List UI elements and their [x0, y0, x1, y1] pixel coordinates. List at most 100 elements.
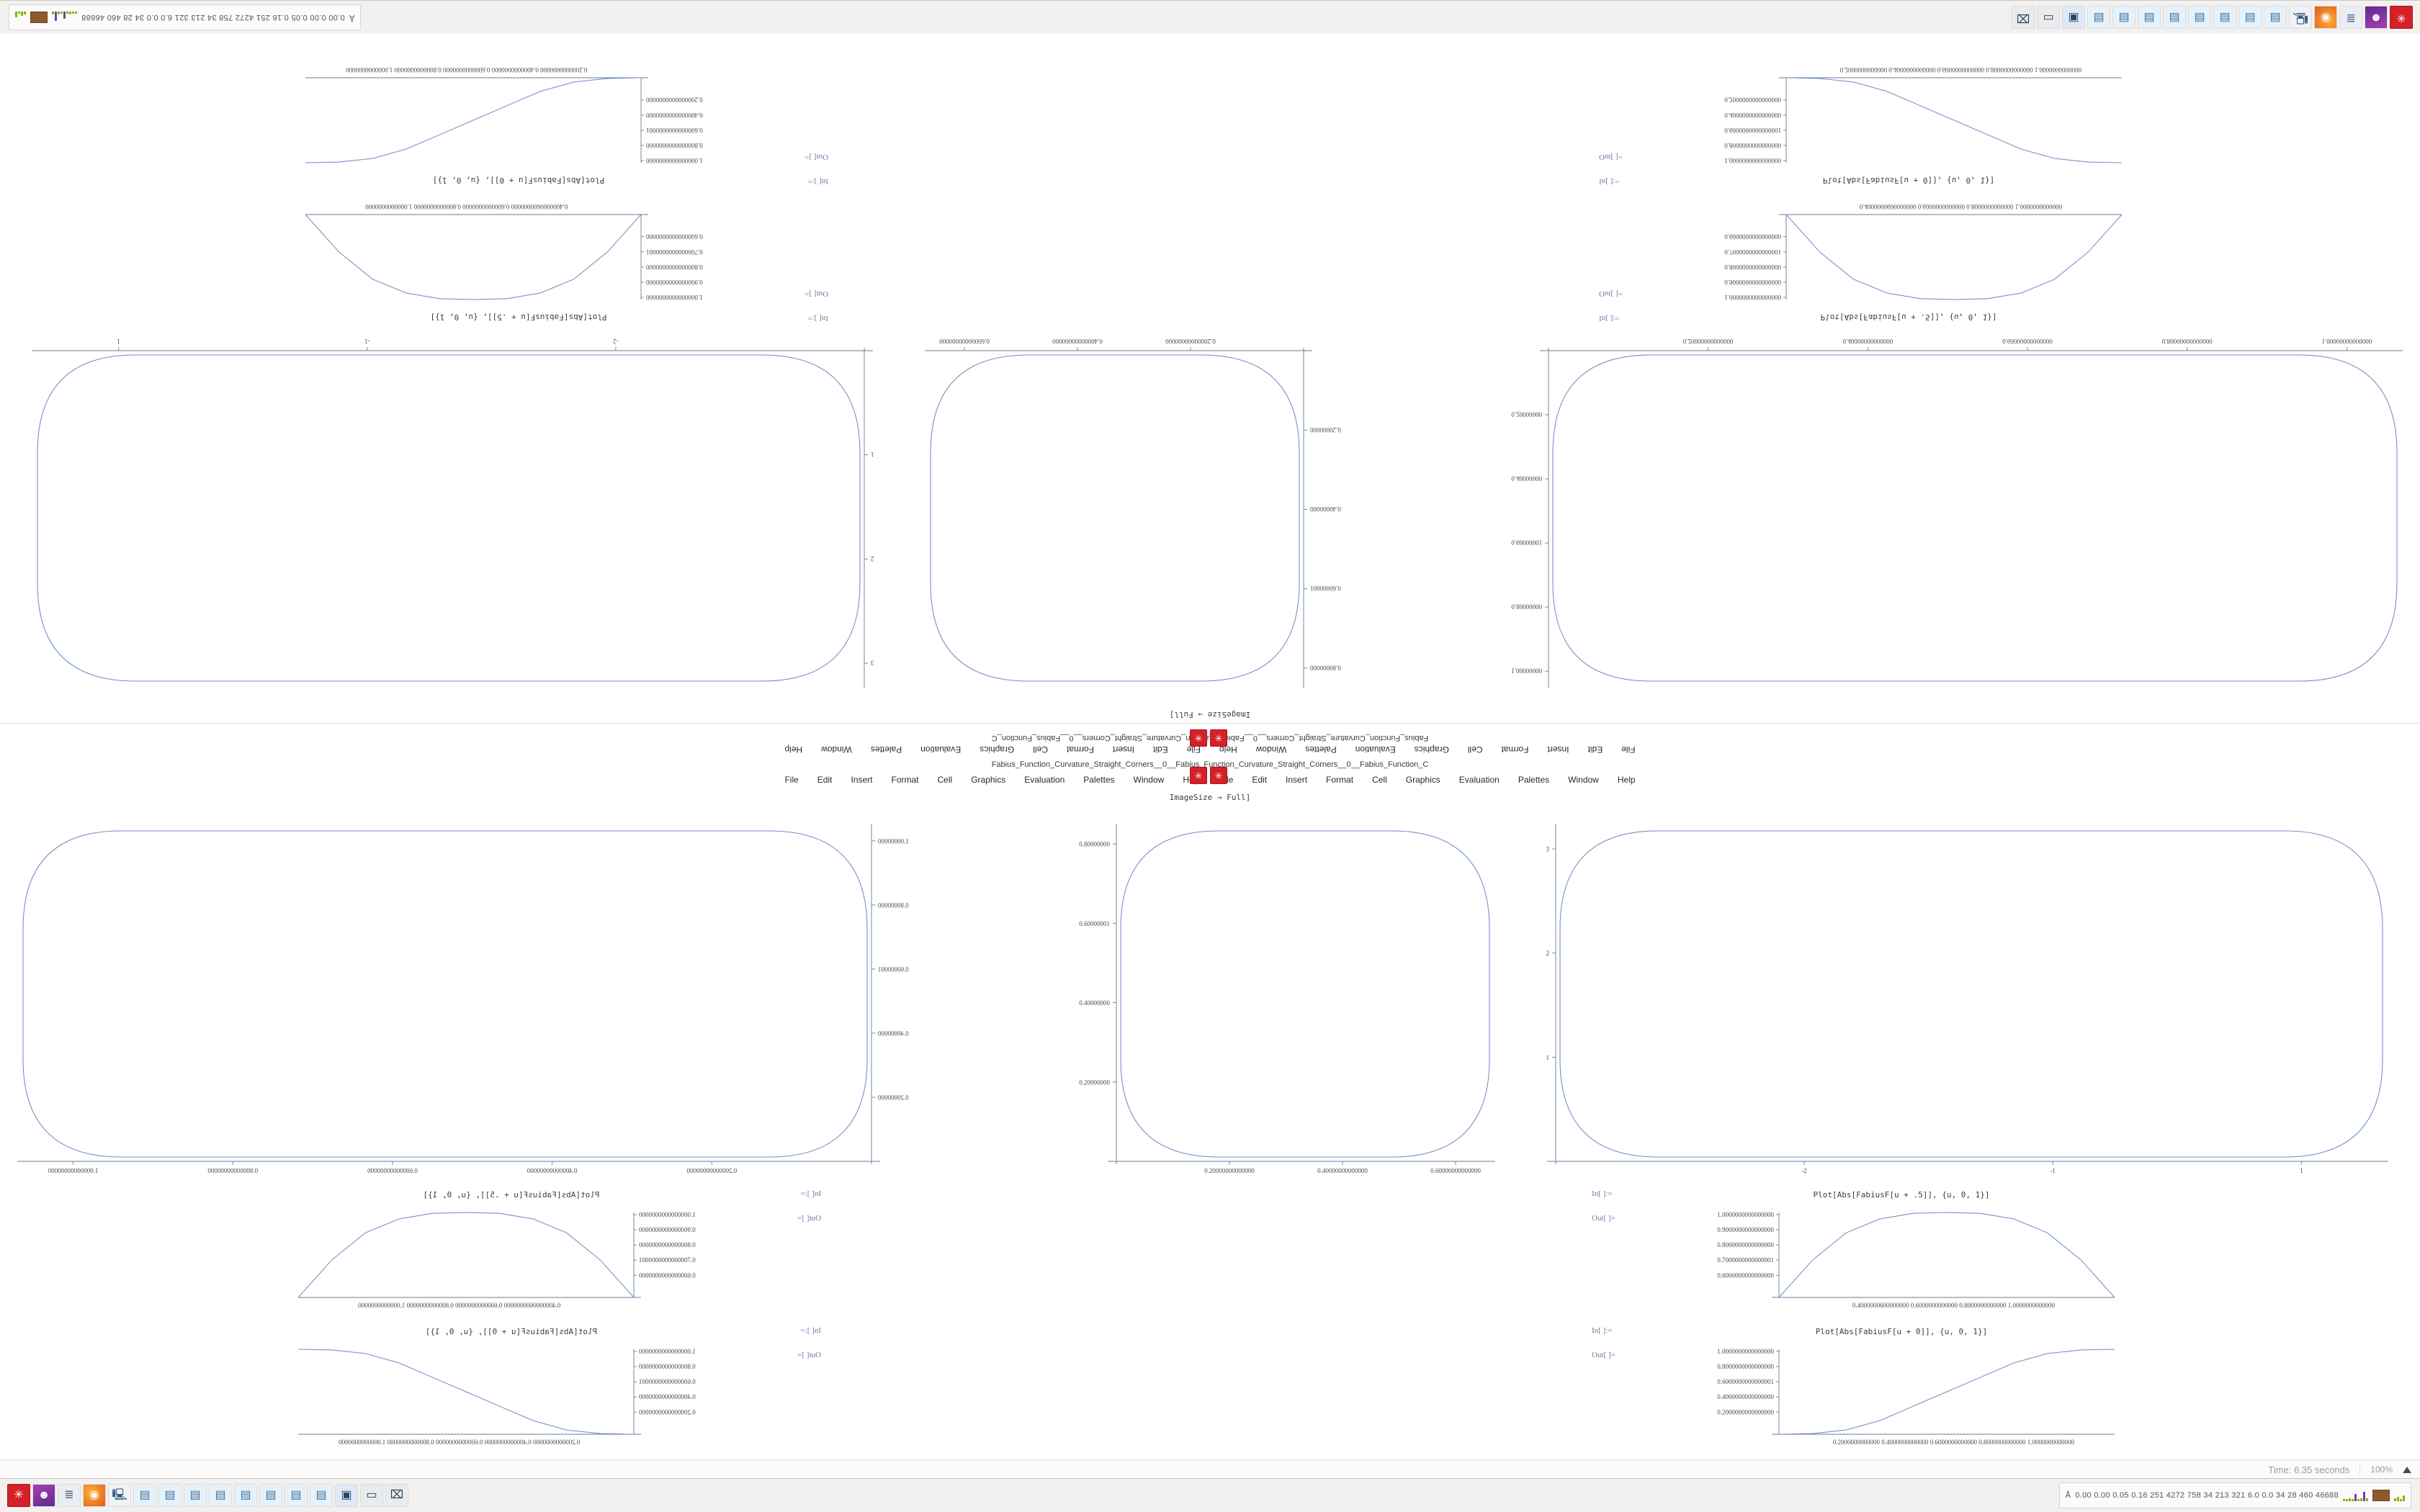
- workspace-switcher-icon-rotated[interactable]: [30, 12, 48, 23]
- firefox-icon[interactable]: ◉: [83, 1484, 106, 1507]
- menu-item-insert-dup-rotated[interactable]: Insert: [1112, 744, 1134, 755]
- menu-item-graphics-dup-rotated[interactable]: Graphics: [980, 744, 1015, 755]
- notepad-window-icon-1[interactable]: ▤: [133, 1484, 156, 1507]
- calculator-icon-rotated[interactable]: ⌧: [2012, 6, 2035, 29]
- menu-item-palettes-dup-rotated[interactable]: Palettes: [870, 744, 902, 755]
- y-tick-label: 0.20000000: [878, 1094, 909, 1101]
- notepad-window-icon-5-rotated[interactable]: ▤: [2163, 6, 2186, 29]
- menu-item-evaluation[interactable]: Evaluation: [1024, 775, 1065, 785]
- y-tick-label: 0.4000000000000000: [1717, 1393, 1774, 1400]
- wolfram-mathematica-icon[interactable]: ✳: [7, 1484, 30, 1507]
- document-scroll-icon-rotated[interactable]: ≣: [2339, 6, 2362, 29]
- x-tick-label: 0.60000000000000: [939, 338, 990, 345]
- display-settings-icon[interactable]: 🖳: [108, 1484, 131, 1507]
- plot-cell-dome-mirrored[interactable]: Plot[Abs[FabiusF[u + .5]], {u, 0, 1}] In[…: [288, 1189, 821, 1317]
- notepad-window-icon-1-rotated[interactable]: ▤: [2264, 6, 2287, 29]
- plot-cell-dome[interactable]: Plot[Abs[FabiusF[u + .5]], {u, 0, 1}] In[…: [295, 195, 828, 323]
- menu-item-window-rotated[interactable]: Window: [1255, 744, 1287, 755]
- menu-item-palettes[interactable]: Palettes: [1083, 775, 1115, 785]
- notepad-window-icon-6[interactable]: ▤: [259, 1484, 282, 1507]
- menu-item-palettes-rotated[interactable]: Palettes: [1305, 744, 1337, 755]
- firefox-icon-rotated[interactable]: ◉: [2314, 6, 2337, 29]
- notepad-window-icon-5[interactable]: ▤: [234, 1484, 257, 1507]
- plot-cell-dome[interactable]: Plot[Abs[FabiusF[u + .5]], {u, 0, 1}] In[…: [1592, 1189, 2125, 1317]
- calculator-icon[interactable]: ⌧: [385, 1484, 408, 1507]
- notepad-window-icon-8[interactable]: ▤: [310, 1484, 333, 1507]
- wolfram-mathematica-icon-rotated[interactable]: ✳: [2390, 6, 2413, 29]
- x-tick-label-row: 0.4000000600000000 0.6000000000000 0.800…: [358, 1302, 561, 1309]
- mathematica-badge-icon-4[interactable]: ✳: [1210, 767, 1227, 784]
- x-tick-label: 0.40000000000000: [1052, 338, 1103, 345]
- menu-item-insert-dup[interactable]: Insert: [1286, 775, 1308, 785]
- x-tick-label: 0.20000000000000: [1165, 338, 1216, 345]
- menu-item-palettes-dup[interactable]: Palettes: [1518, 775, 1550, 785]
- menu-item-format[interactable]: Format: [891, 775, 919, 785]
- y-tick-label: 0.80000000: [1310, 664, 1341, 671]
- system-monitor-applet[interactable]: Å 0.00 0.00 0.05 0.16 251 4272 758 34 21…: [2058, 1482, 2411, 1508]
- menu-item-window-dup-rotated[interactable]: Window: [821, 744, 852, 755]
- notepad-window-icon-7[interactable]: ▤: [284, 1484, 308, 1507]
- notepad-window-icon-2[interactable]: ▤: [158, 1484, 182, 1507]
- notepad-window-icon-8-rotated[interactable]: ▤: [2087, 6, 2110, 29]
- menu-item-format-rotated[interactable]: Format: [1501, 744, 1529, 755]
- system-monitor-applet-rotated[interactable]: Å 0.00 0.00 0.05 0.16 251 4272 758 34 21…: [9, 4, 362, 30]
- y-tick-label: 0.60000001: [878, 966, 909, 973]
- mathematica-badge-icon-1[interactable]: ✳: [1190, 729, 1207, 747]
- document-scroll-icon[interactable]: ≣: [58, 1484, 81, 1507]
- notepad-window-icon-7-rotated[interactable]: ▤: [2112, 6, 2136, 29]
- menu-item-cell-rotated[interactable]: Cell: [1467, 744, 1483, 755]
- save-floppy-icon-rotated[interactable]: ▣: [2062, 6, 2085, 29]
- menu-item-graphics-dup[interactable]: Graphics: [1405, 775, 1440, 785]
- terminal-icon[interactable]: ▭: [360, 1484, 383, 1507]
- workspace-switcher-icon[interactable]: [2372, 1490, 2390, 1501]
- mathematica-badge-icon-3[interactable]: ✳: [1190, 767, 1207, 784]
- y-tick-label: 1.0000000000000000: [1717, 1348, 1774, 1355]
- menu-item-evaluation-dup-rotated[interactable]: Evaluation: [920, 744, 962, 755]
- notepad-window-icon-4-rotated[interactable]: ▤: [2188, 6, 2211, 29]
- notepad-window-icon-4[interactable]: ▤: [209, 1484, 232, 1507]
- zoom-dropdown-icon[interactable]: [2403, 1466, 2411, 1473]
- menu-item-edit-dup-rotated[interactable]: Edit: [1152, 744, 1168, 755]
- menu-item-cell[interactable]: Cell: [937, 775, 953, 785]
- notepad-window-icon-3[interactable]: ▤: [184, 1484, 207, 1507]
- system-tray: Å 0.00 0.00 0.05 0.16 251 4272 758 34 21…: [2058, 1482, 2420, 1508]
- menu-item-file[interactable]: File: [784, 775, 799, 785]
- x-tick-label: 0.80000000000000: [2162, 338, 2213, 345]
- plot-cell-sigmoid[interactable]: Plot[Abs[FabiusF[u + 0]], {u, 0, 1}] In[ …: [295, 58, 828, 186]
- plot-cell-sigmoid[interactable]: Plot[Abs[FabiusF[u + 0]], {u, 0, 1}] In[ …: [1592, 1326, 2125, 1454]
- menu-item-edit[interactable]: Edit: [817, 775, 833, 785]
- menu-item-format-dup[interactable]: Format: [1326, 775, 1354, 785]
- menu-item-evaluation-dup[interactable]: Evaluation: [1458, 775, 1500, 785]
- menu-item-file-rotated[interactable]: File: [1621, 744, 1636, 755]
- menu-item-cell-dup[interactable]: Cell: [1372, 775, 1387, 785]
- notepad-window-icon-6-rotated[interactable]: ▤: [2138, 6, 2161, 29]
- menu-item-evaluation-rotated[interactable]: Evaluation: [1355, 744, 1396, 755]
- y-tick-label: 0.80000000: [1511, 603, 1542, 611]
- menu-item-edit-rotated[interactable]: Edit: [1587, 744, 1603, 755]
- plot-cell-dome-mirrored[interactable]: Plot[Abs[FabiusF[u + .5]], {u, 0, 1}] In[…: [1599, 195, 2132, 323]
- display-settings-icon-rotated[interactable]: 🖳: [2289, 6, 2312, 29]
- x-tick-label: 0.60000000000000: [2002, 338, 2053, 345]
- menu-item-insert-rotated[interactable]: Insert: [1547, 744, 1569, 755]
- app-purple-icon[interactable]: ☻: [32, 1484, 55, 1507]
- data-curve: [1785, 77, 2123, 163]
- menu-item-help-dup-rotated[interactable]: Help: [784, 744, 803, 755]
- menu-item-graphics[interactable]: Graphics: [971, 775, 1006, 785]
- menu-item-window-dup[interactable]: Window: [1568, 775, 1599, 785]
- menu-item-format-dup-rotated[interactable]: Format: [1066, 744, 1094, 755]
- menu-item-help-dup[interactable]: Help: [1617, 775, 1636, 785]
- plot-cell-sigmoid-mirrored[interactable]: Plot[Abs[FabiusF[u + 0]], {u, 0, 1}] In[ …: [1599, 58, 2132, 186]
- menu-item-cell-dup-rotated[interactable]: Cell: [1033, 744, 1048, 755]
- mathematica-badge-icon-2[interactable]: ✳: [1210, 729, 1227, 747]
- menu-item-insert[interactable]: Insert: [851, 775, 873, 785]
- save-floppy-icon[interactable]: ▣: [335, 1484, 358, 1507]
- notepad-window-icon-2-rotated[interactable]: ▤: [2238, 6, 2262, 29]
- data-curve: [305, 214, 642, 300]
- menu-item-edit-dup[interactable]: Edit: [1252, 775, 1268, 785]
- menu-item-graphics-rotated[interactable]: Graphics: [1414, 744, 1449, 755]
- notepad-window-icon-3-rotated[interactable]: ▤: [2213, 6, 2236, 29]
- terminal-icon-rotated[interactable]: ▭: [2037, 6, 2060, 29]
- app-purple-icon-rotated[interactable]: ☻: [2365, 6, 2388, 29]
- plot-cell-sigmoid-mirrored[interactable]: Plot[Abs[FabiusF[u + 0]], {u, 0, 1}] In[ …: [288, 1326, 821, 1454]
- menu-item-window[interactable]: Window: [1133, 775, 1165, 785]
